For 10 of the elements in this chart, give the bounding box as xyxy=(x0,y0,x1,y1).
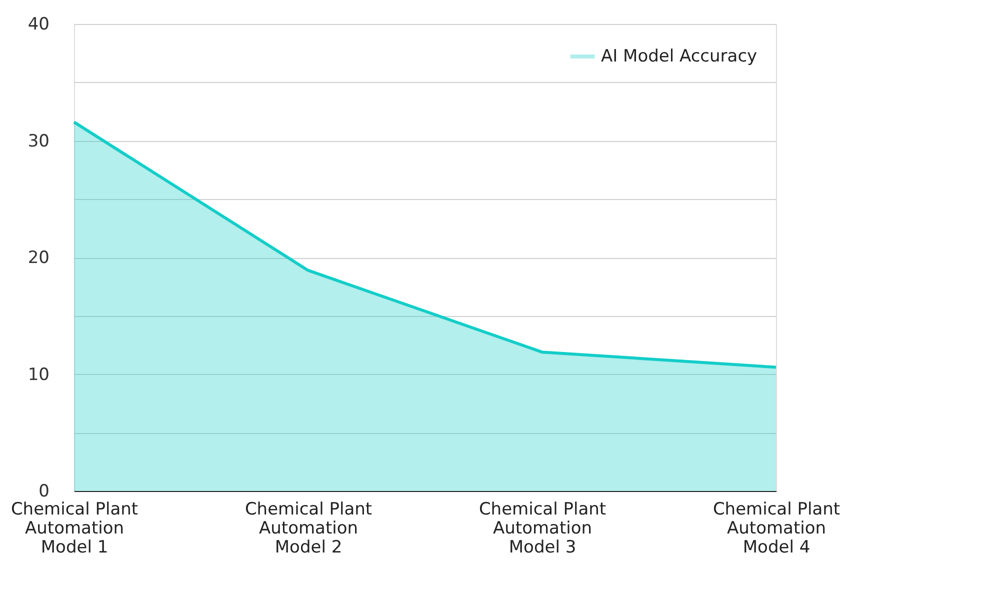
y-tick-label: 30 xyxy=(28,131,50,152)
y-tick-label: 0 xyxy=(38,482,50,502)
x-tick-label: Chemical Plant Automation Model 3 xyxy=(478,500,606,558)
x-tick-label: Chemical Plant Automation Model 1 xyxy=(10,500,138,558)
y-tick-label: 20 xyxy=(28,248,50,268)
y-tick-label: 40 xyxy=(28,14,50,34)
legend-label: AI Model Accuracy xyxy=(601,46,758,66)
x-tick-label: Chemical Plant Automation Model 2 xyxy=(244,500,372,558)
y-tick-label: 10 xyxy=(28,364,50,385)
x-tick-label: Chemical Plant Automation Model 4 xyxy=(712,500,840,558)
